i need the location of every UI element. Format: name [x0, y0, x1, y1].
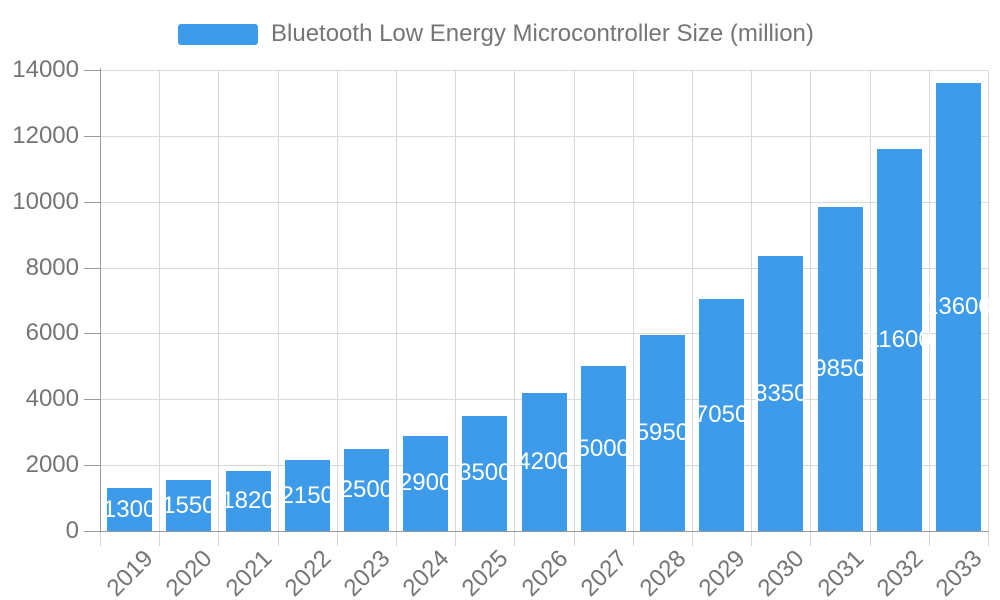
y-axis-tick — [84, 399, 101, 401]
bar — [817, 206, 863, 531]
bar — [521, 392, 567, 531]
bar — [403, 435, 449, 531]
x-axis-label: 2031 — [812, 545, 870, 600]
y-axis-label: 10000 — [12, 187, 79, 215]
x-gridline — [277, 70, 279, 531]
y-axis-tick — [84, 70, 101, 71]
x-gridline — [573, 70, 575, 531]
bar — [225, 471, 271, 531]
x-axis-label: 2024 — [397, 545, 455, 600]
x-axis-label: 2026 — [516, 545, 574, 600]
x-axis-label: 2027 — [575, 545, 633, 600]
bar — [699, 298, 745, 531]
x-axis-label: 2028 — [634, 545, 692, 600]
x-axis-tick — [573, 532, 575, 546]
y-gridline — [100, 201, 988, 203]
x-gridline — [218, 70, 220, 531]
plot-area: 1300 1550 1820 2150 2500 2900 3500 4200 5000 5950… — [100, 70, 992, 531]
x-axis-label: 2030 — [753, 545, 810, 600]
legend-item[interactable]: Bluetooth Low Energy Microcontroller Siz… — [178, 20, 814, 48]
x-axis-label: 2025 — [457, 545, 514, 600]
x-axis-label: 2033 — [930, 545, 988, 600]
legend-swatch — [178, 23, 258, 45]
bar — [580, 366, 626, 531]
x-axis-tick — [336, 532, 338, 546]
bar — [935, 83, 981, 531]
x-gridline — [751, 70, 753, 531]
bar — [343, 448, 389, 531]
y-axis-tick — [84, 267, 101, 269]
y-gridline — [100, 70, 988, 71]
y-axis-label: 14000 — [12, 56, 79, 83]
y-axis-label: 8000 — [25, 253, 79, 281]
y-axis-tick — [84, 333, 101, 335]
y-axis-tick — [84, 465, 101, 467]
x-axis-tick — [869, 532, 871, 546]
x-gridline — [632, 70, 634, 531]
x-axis-tick — [218, 532, 220, 546]
x-gridline — [928, 70, 930, 531]
x-axis-tick — [751, 532, 753, 546]
x-gridline — [336, 70, 338, 531]
y-axis-line — [100, 68, 101, 532]
x-axis-tick — [988, 532, 989, 546]
y-gridline — [100, 135, 988, 137]
x-axis-label: 2021 — [220, 545, 278, 600]
y-axis-label: 0 — [65, 517, 79, 544]
x-gridline — [810, 70, 812, 531]
x-axis-label: 2023 — [338, 545, 396, 600]
x-axis-tick — [277, 532, 279, 546]
y-axis-label: 6000 — [25, 319, 79, 347]
x-axis-tick — [100, 532, 101, 546]
x-gridline — [514, 70, 516, 531]
y-gridline — [100, 267, 988, 269]
y-gridline — [100, 333, 988, 335]
y-axis-label: 2000 — [25, 451, 79, 479]
x-axis-label: 2032 — [871, 545, 929, 600]
bar — [758, 256, 804, 531]
x-axis-tick — [159, 532, 161, 546]
x-axis-line — [100, 531, 989, 532]
x-gridline — [396, 70, 397, 531]
x-axis-label: 2022 — [279, 545, 337, 600]
bar — [107, 488, 153, 531]
bar — [166, 480, 212, 531]
x-axis-tick — [692, 532, 693, 546]
x-axis-tick — [514, 532, 516, 546]
bar — [876, 149, 922, 531]
bar — [284, 460, 330, 531]
x-axis-tick — [396, 532, 397, 546]
y-axis-tick — [84, 531, 101, 532]
legend-label: Bluetooth Low Energy Microcontroller Siz… — [271, 20, 814, 47]
y-axis-tick — [84, 135, 101, 137]
x-gridline — [692, 70, 693, 531]
y-axis-label: 12000 — [12, 121, 79, 149]
x-gridline — [455, 70, 457, 531]
y-axis-label: 4000 — [25, 385, 79, 413]
y-axis-tick — [84, 201, 101, 203]
x-axis-label: 2029 — [693, 545, 751, 600]
x-gridline — [869, 70, 871, 531]
x-axis-tick — [928, 532, 930, 546]
x-axis-label: 2020 — [161, 545, 218, 600]
x-axis-tick — [455, 532, 457, 546]
bar — [639, 335, 685, 531]
bar — [462, 415, 508, 531]
x-gridline — [159, 70, 161, 531]
x-axis-tick — [632, 532, 634, 546]
x-axis-tick — [810, 532, 812, 546]
x-axis-label: 2019 — [101, 545, 159, 600]
x-gridline — [988, 70, 989, 531]
